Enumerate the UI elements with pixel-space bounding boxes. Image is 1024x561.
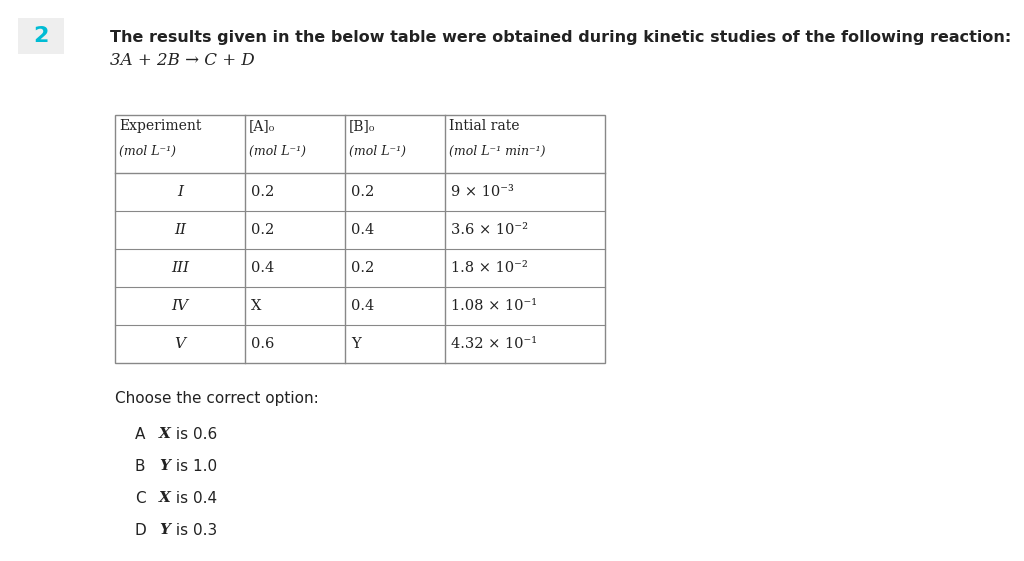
Text: 1.08 × 10⁻¹: 1.08 × 10⁻¹ (451, 299, 538, 313)
Text: 2: 2 (34, 26, 49, 46)
Text: 0.2: 0.2 (251, 185, 274, 199)
Text: is 0.6: is 0.6 (171, 427, 217, 442)
Text: 9 × 10⁻³: 9 × 10⁻³ (451, 185, 514, 199)
Text: X: X (159, 427, 171, 441)
Text: Y: Y (159, 459, 170, 473)
Text: Y: Y (351, 337, 360, 351)
Text: 0.4: 0.4 (351, 299, 374, 313)
Text: IV: IV (171, 299, 188, 313)
Text: 0.4: 0.4 (251, 261, 274, 275)
Text: II: II (174, 223, 186, 237)
Text: 0.2: 0.2 (351, 185, 374, 199)
Text: 0.2: 0.2 (251, 223, 274, 237)
Text: 4.32 × 10⁻¹: 4.32 × 10⁻¹ (451, 337, 538, 351)
Text: [A]₀: [A]₀ (249, 119, 275, 133)
Text: 0.4: 0.4 (351, 223, 374, 237)
Text: A: A (135, 427, 145, 442)
Text: is 0.3: is 0.3 (171, 523, 217, 538)
Text: (mol L⁻¹): (mol L⁻¹) (249, 145, 306, 158)
Text: (mol L⁻¹): (mol L⁻¹) (119, 145, 176, 158)
Text: III: III (171, 261, 189, 275)
Text: Experiment: Experiment (119, 119, 202, 133)
Text: is 1.0: is 1.0 (171, 459, 217, 474)
Text: Y: Y (159, 523, 170, 537)
Text: 3.6 × 10⁻²: 3.6 × 10⁻² (451, 223, 528, 237)
Text: Intial rate: Intial rate (449, 119, 519, 133)
Text: The results given in the below table were obtained during kinetic studies of the: The results given in the below table wer… (110, 30, 1012, 45)
Text: Choose the correct option:: Choose the correct option: (115, 391, 318, 406)
Text: C: C (135, 491, 145, 506)
Text: (mol L⁻¹): (mol L⁻¹) (349, 145, 406, 158)
Text: [B]₀: [B]₀ (349, 119, 376, 133)
Text: 0.6: 0.6 (251, 337, 274, 351)
Text: I: I (177, 185, 183, 199)
Text: V: V (174, 337, 185, 351)
Bar (18, 18, 63, 54)
Text: (mol L⁻¹ min⁻¹): (mol L⁻¹ min⁻¹) (449, 145, 546, 158)
Text: 3A + 2B → C + D: 3A + 2B → C + D (110, 52, 255, 69)
Text: 0.2: 0.2 (351, 261, 374, 275)
Text: X: X (159, 491, 171, 505)
Text: 1.8 × 10⁻²: 1.8 × 10⁻² (451, 261, 527, 275)
Text: is 0.4: is 0.4 (171, 491, 217, 506)
Text: B: B (135, 459, 145, 474)
Text: D: D (135, 523, 146, 538)
Text: X: X (251, 299, 261, 313)
